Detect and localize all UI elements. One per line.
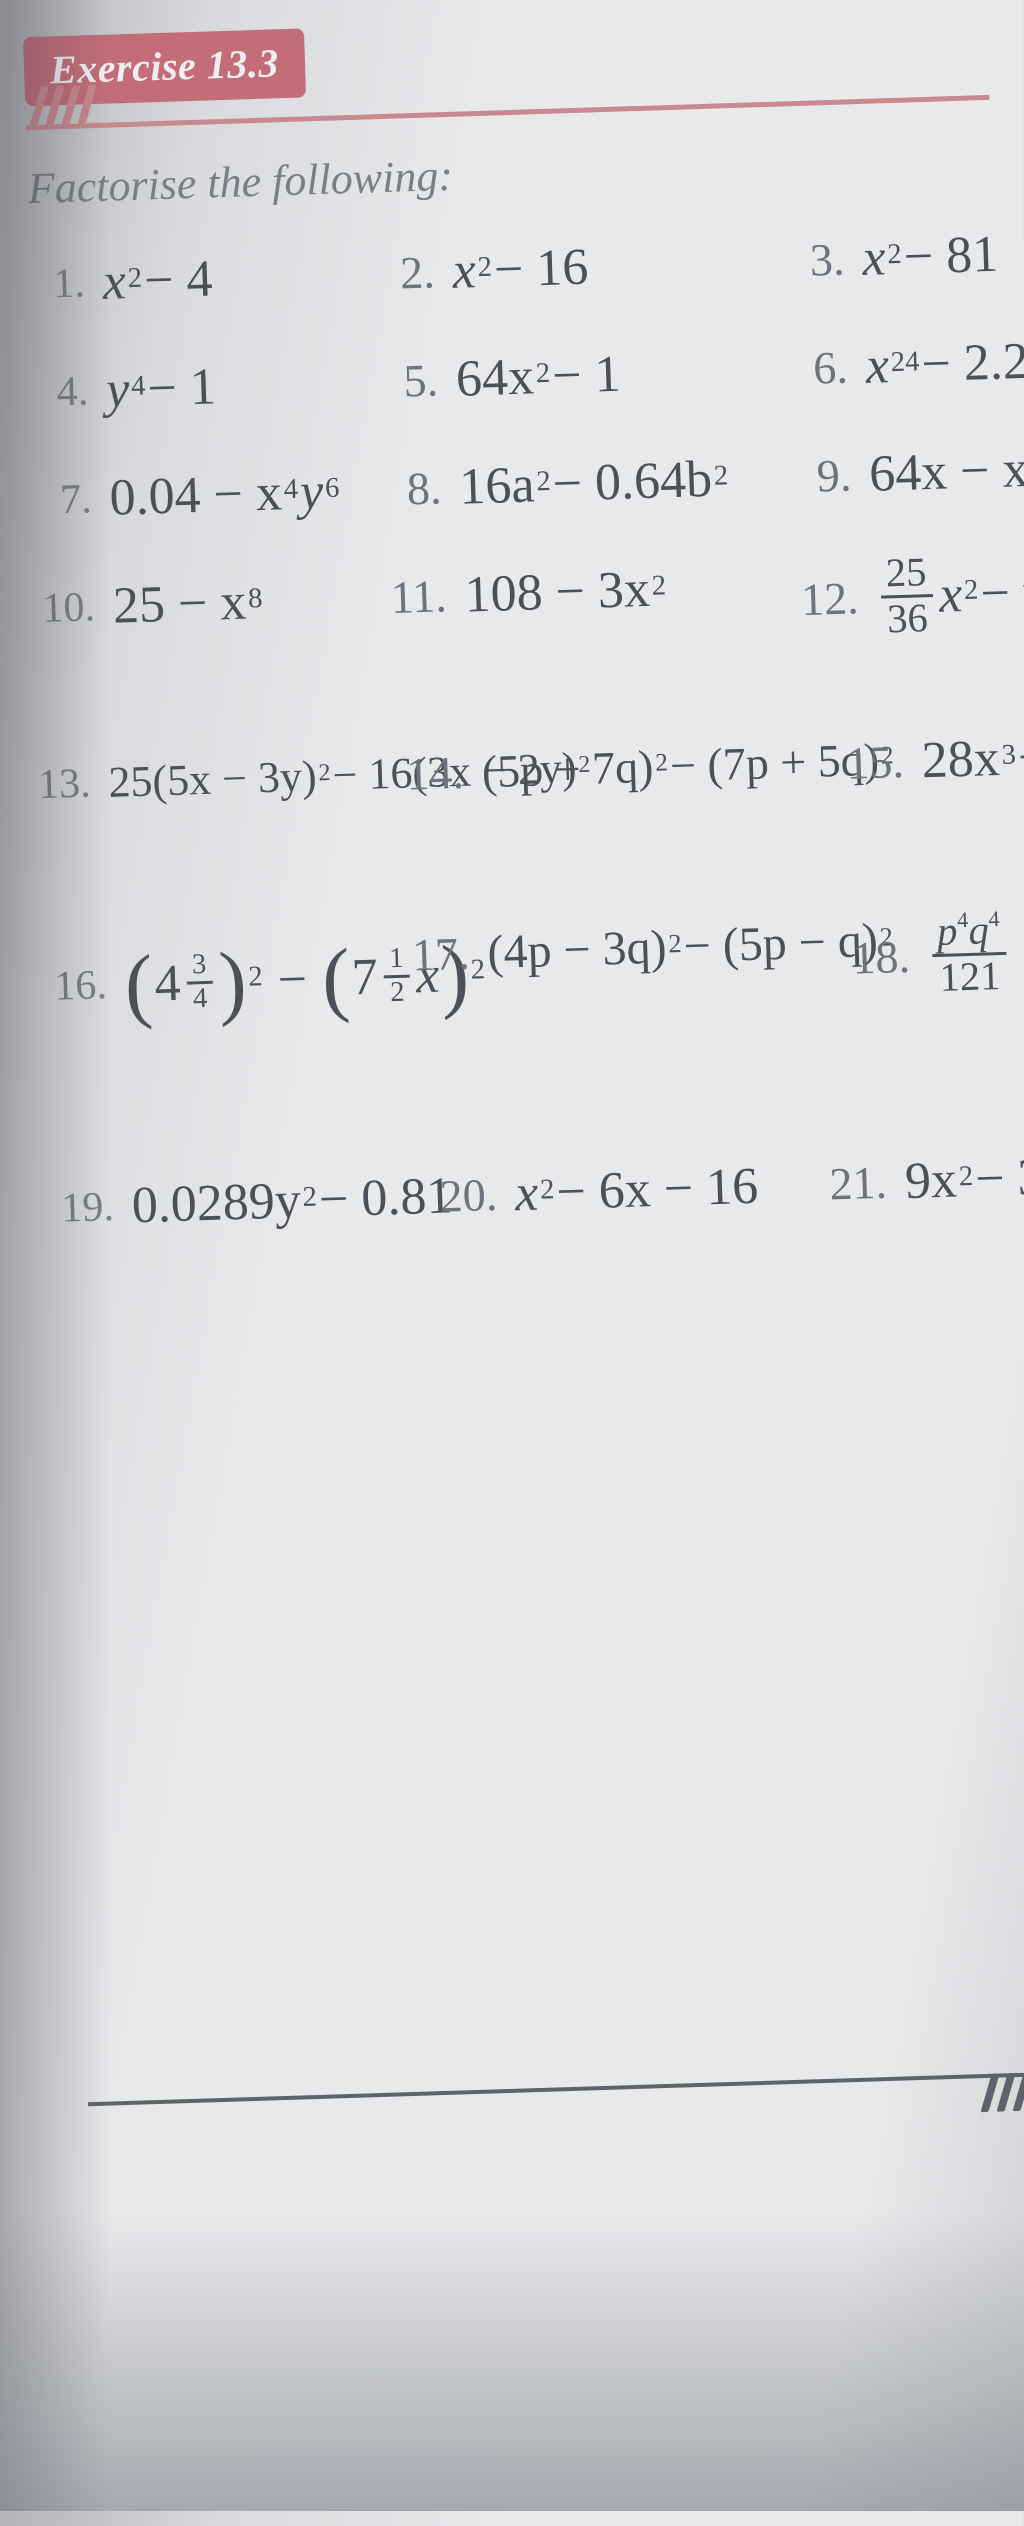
expr-8: 16a2 − 0.64b2 (458, 449, 729, 516)
item-8: 8. 16a2 − 0.64b2 (387, 449, 730, 519)
expr-12: 2536 x2 − y2 (875, 547, 1024, 641)
expr-19: 0.0289y2 − 0.81 (131, 1166, 453, 1235)
expr-17: (4p − 3q)2 − (5p − q)2 (487, 912, 894, 980)
item-15: 15. 28x3 − 7x (845, 725, 1024, 792)
item-number: 16. (52, 961, 107, 1011)
item-20: 20. x2 − 6x − 16 (439, 1157, 759, 1226)
footer-rule (88, 2072, 1024, 2106)
item-10: 10. 25 − x8 (40, 572, 263, 638)
item-number: 3. (790, 233, 846, 288)
row: 16. ( 4 34 )2 − ( 7 12 x )2 (51, 909, 1022, 1179)
page: Exercise 13.3 Factorise the following: 1… (0, 0, 1024, 2526)
mixed-fraction: 7 12 (351, 944, 415, 1009)
fraction: p4q4 121 (930, 909, 1008, 999)
header-tics (35, 85, 92, 125)
item-number: 18. (852, 929, 911, 984)
expr-10: 25 − x8 (112, 572, 263, 636)
item-number: 21. (829, 1156, 888, 1211)
expr-7: 0.04 − x4y6 (109, 462, 341, 528)
expr-11: 108 − 3x2 (464, 559, 667, 624)
item-12: 12. 2536 x2 − y2 (800, 547, 1024, 643)
item-number: 14. (406, 746, 465, 801)
row: 10. 25 − x8 11. 108 − 3x2 12. 2536 x2 − … (40, 549, 1009, 759)
item-number: 20. (439, 1168, 498, 1223)
expr-9: 64x − x3 (868, 439, 1024, 503)
expr-1: x2 − 4 (102, 249, 214, 311)
item-number: 13. (36, 759, 91, 809)
item-number: 5. (383, 353, 439, 408)
item-3: 3. x2 − 81 (790, 225, 999, 290)
item-number: 6. (793, 341, 849, 396)
expr-4: y4 − 1 (105, 357, 217, 419)
expr-21: 9x2 − 30x − 11 (904, 1143, 1024, 1211)
item-number: 8. (387, 461, 443, 516)
item-number: 15. (845, 735, 904, 790)
expr-3: x2 − 81 (861, 225, 999, 288)
item-5: 5. 64x2 − 1 (383, 345, 621, 411)
item-19: 19. 0.0289y2 − 0.81 (59, 1166, 453, 1237)
instruction-text: Factorise the following: (27, 150, 454, 214)
item-number: 1. (30, 259, 85, 309)
item-number: 7. (37, 475, 92, 525)
item-7: 7. 0.04 − x4y6 (37, 462, 341, 530)
row: 13. 25(5x − 3y)2 − 16(3x − 2y)2 14. (5p … (46, 729, 1015, 939)
item-21: 21. 9x2 − 30x − 11 (829, 1143, 1024, 1214)
expr-2: x2 − 16 (452, 238, 590, 301)
mixed-fraction: 4 34 (154, 950, 218, 1015)
item-18: 18. p4q4 121 − x8y8 256 (851, 904, 1024, 1001)
item-number: 4. (33, 367, 88, 417)
expr-20: x2 − 6x − 16 (514, 1157, 759, 1224)
expr-15: 28x3 − 7x (921, 725, 1024, 790)
item-2: 2. x2 − 16 (380, 238, 589, 303)
item-number: 19. (59, 1182, 114, 1232)
expr-6: x24 − 2.25 (865, 331, 1024, 396)
problems-grid: 1. x2 − 4 2. x2 − 16 3. x2 − 81 4. y4 − … (30, 225, 1024, 1359)
item-11: 11. 108 − 3x2 (390, 559, 667, 627)
expr-18: p4q4 121 − x8y8 256 (926, 904, 1024, 999)
item-number: 10. (40, 583, 95, 633)
row: 19. 0.0289y2 − 0.81 20. x2 − 6x − 16 21.… (59, 1148, 1024, 1358)
footer-tics (985, 2072, 1024, 2112)
item-number: 12. (800, 571, 859, 626)
expr-5: 64x2 − 1 (455, 345, 621, 409)
item-number: 11. (390, 569, 447, 624)
item-number: 9. (796, 448, 852, 503)
item-1: 1. x2 − 4 (30, 249, 213, 314)
item-number: 2. (380, 245, 436, 300)
item-number: 17. (411, 927, 470, 982)
item-6: 6. x24 − 2.25 (793, 331, 1024, 398)
item-9: 9. 64x − x3 (796, 439, 1024, 506)
item-4: 4. y4 − 1 (33, 357, 216, 422)
fraction: 2536 (879, 551, 934, 641)
